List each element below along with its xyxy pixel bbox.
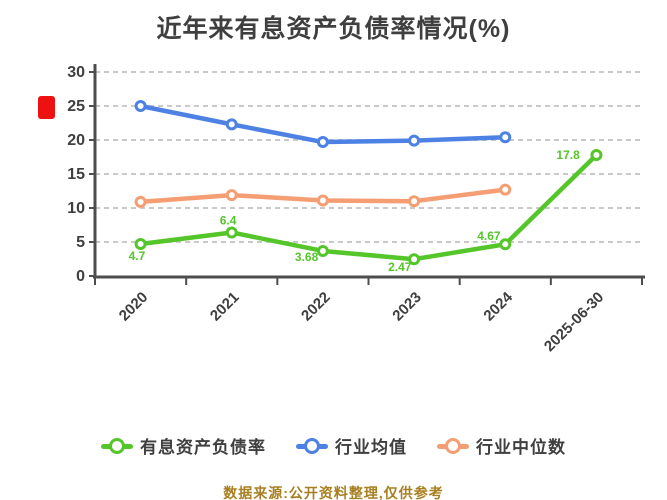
red-logo-icon: [38, 96, 55, 119]
series-lines: [134, 100, 603, 266]
y-tick-label: 15: [67, 166, 85, 183]
data-point-marker: [316, 136, 329, 149]
x-axis-label: 2022: [298, 289, 334, 325]
legend-item-bond-ratio[interactable]: 有息资产负债率: [101, 433, 266, 458]
data-point-marker: [590, 148, 603, 161]
legend-line-marker-orange: [437, 437, 469, 454]
point-value-label: 4.67: [477, 229, 501, 243]
x-axis-label: 2025-06-30: [541, 289, 607, 355]
y-axis-labels: 0 5 10 15 20 25 30: [67, 64, 85, 285]
data-point-marker: [134, 195, 147, 208]
point-value-label: 2.47: [388, 260, 412, 274]
x-axis-label: 2021: [207, 289, 243, 325]
data-point-marker: [499, 131, 512, 144]
point-value-label: 6.4: [220, 213, 237, 227]
data-point-marker: [316, 194, 329, 207]
y-tick-label: 20: [67, 132, 85, 149]
y-tick-label: 5: [76, 234, 85, 251]
data-point-marker: [408, 195, 421, 208]
chart-title: 近年来有息资产负债率情况(%): [156, 15, 511, 43]
y-tick-label: 10: [67, 200, 85, 217]
data-point-marker: [316, 244, 329, 257]
data-point-marker: [225, 226, 238, 239]
legend-item-industry-median[interactable]: 行业中位数: [437, 433, 566, 458]
data-point-labels: 4.7 6.4 3.68 2.47 4.67 17.8: [129, 148, 581, 274]
y-tick-label: 30: [67, 64, 85, 81]
data-source-note: 数据来源:公开资料整理,仅供参考: [223, 485, 444, 500]
gridlines: [95, 71, 642, 243]
y-tick-label: 0: [76, 268, 85, 285]
x-axis-label: 2020: [116, 289, 152, 325]
legend-label: 行业中位数: [476, 438, 566, 457]
data-point-marker: [225, 189, 238, 202]
point-value-label: 4.7: [129, 249, 146, 263]
data-point-marker: [225, 118, 238, 131]
x-axis-labels: 2020 2021 2022 2023 2024 2025-06-30: [116, 288, 607, 355]
legend-label: 行业均值: [335, 438, 407, 457]
legend-item-industry-mean[interactable]: 行业均值: [296, 433, 407, 458]
legend-line-marker-blue: [296, 437, 328, 454]
data-point-marker: [408, 253, 421, 266]
legend-line-marker-green: [101, 437, 133, 454]
x-axis-label: 2023: [389, 289, 425, 325]
axis-ticks: [89, 71, 643, 285]
x-axis-label: 2024: [480, 288, 516, 324]
series-line-0: [138, 152, 599, 262]
legend-label: 有息资产负债率: [140, 438, 266, 457]
point-value-label: 3.68: [295, 250, 319, 264]
legend: 有息资产负债率 行业均值 行业中位数: [0, 433, 667, 458]
data-point-marker: [134, 238, 147, 251]
axes: [93, 64, 645, 279]
data-point-marker: [499, 238, 512, 251]
data-point-marker: [408, 134, 421, 147]
data-point-marker: [499, 183, 512, 196]
y-tick-label: 25: [67, 98, 85, 115]
data-point-marker: [134, 100, 147, 112]
point-value-label: 17.8: [556, 148, 580, 162]
